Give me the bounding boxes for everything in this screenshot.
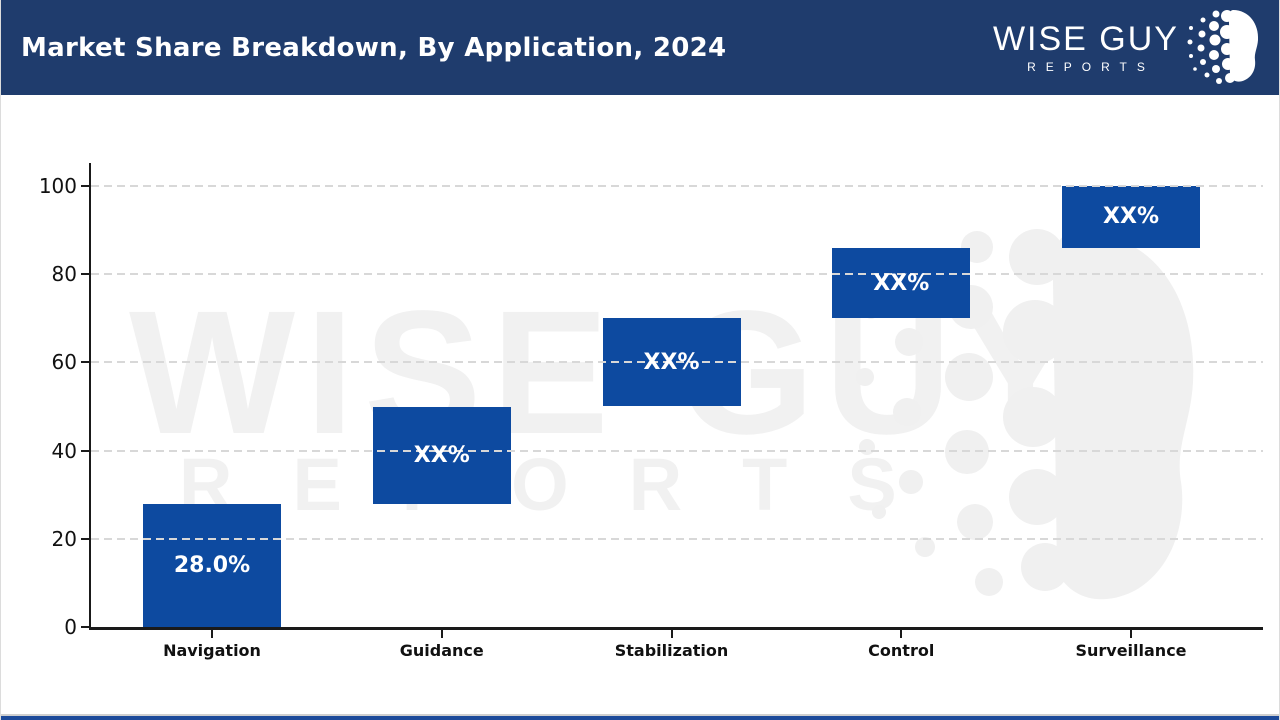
header-bar: Market Share Breakdown, By Application, … <box>1 0 1279 95</box>
gridline-y-40 <box>91 449 1263 452</box>
head-profile-icon <box>1187 9 1259 84</box>
brand-logo: WISE GUY REPORTS <box>993 6 1261 90</box>
x-axis-label-stabilization: Stabilization <box>614 641 729 660</box>
x-axis-line <box>89 627 1263 630</box>
page-title: Market Share Breakdown, By Application, … <box>21 32 727 63</box>
gridline-y-100 <box>91 185 1263 187</box>
x-tick-control <box>900 630 903 638</box>
gridline-y-60 <box>91 361 1263 364</box>
y-tick-label-80: 80 <box>51 262 77 287</box>
y-tick-label-0: 0 <box>64 615 77 639</box>
y-tick-label-60: 60 <box>51 350 77 375</box>
bar-control <box>832 247 971 319</box>
brand-logo-text: WISE GUY REPORTS <box>993 22 1179 74</box>
footer-accent-strip <box>1 716 1279 720</box>
x-axis-label-navigation: Navigation <box>163 641 261 660</box>
x-axis-label-surveillance: Surveillance <box>1075 641 1187 660</box>
y-tick-60 <box>81 361 89 364</box>
watermark-brand-subtext: REPORTS <box>179 443 957 526</box>
y-tick-label-20: 20 <box>51 526 77 551</box>
y-tick-0 <box>81 626 89 628</box>
bar-navigation <box>143 503 281 627</box>
y-axis-line <box>89 163 91 627</box>
y-tick-100 <box>81 185 89 187</box>
y-tick-40 <box>81 449 89 452</box>
bar-guidance <box>372 406 511 504</box>
y-tick-20 <box>81 537 89 540</box>
y-tick-80 <box>81 273 89 276</box>
gridline-y-80 <box>91 273 1263 276</box>
bar-value-label-control: XX% <box>873 270 930 296</box>
footer-divider <box>1 714 1279 716</box>
y-tick-label-100: 100 <box>38 174 77 198</box>
watermark-head-icon <box>856 229 1194 600</box>
brand-subname: REPORTS <box>1027 59 1155 74</box>
x-tick-surveillance <box>1130 630 1132 638</box>
brand-name: WISE GUY <box>992 19 1179 58</box>
x-axis-label-guidance: Guidance <box>399 641 484 660</box>
bar-surveillance <box>1062 186 1200 248</box>
x-tick-guidance <box>440 630 443 638</box>
y-tick-label-40: 40 <box>51 438 77 463</box>
x-axis-label-control: Control <box>868 641 935 660</box>
bar-value-label-guidance: XX% <box>413 442 470 468</box>
x-tick-stabilization <box>670 630 673 638</box>
bar-value-label-stabilization: XX% <box>643 349 700 375</box>
bar-value-label-navigation: 28.0% <box>173 552 251 578</box>
bar-value-label-surveillance: XX% <box>1103 204 1159 230</box>
x-tick-navigation <box>211 630 213 638</box>
gridline-y-20 <box>91 537 1263 540</box>
